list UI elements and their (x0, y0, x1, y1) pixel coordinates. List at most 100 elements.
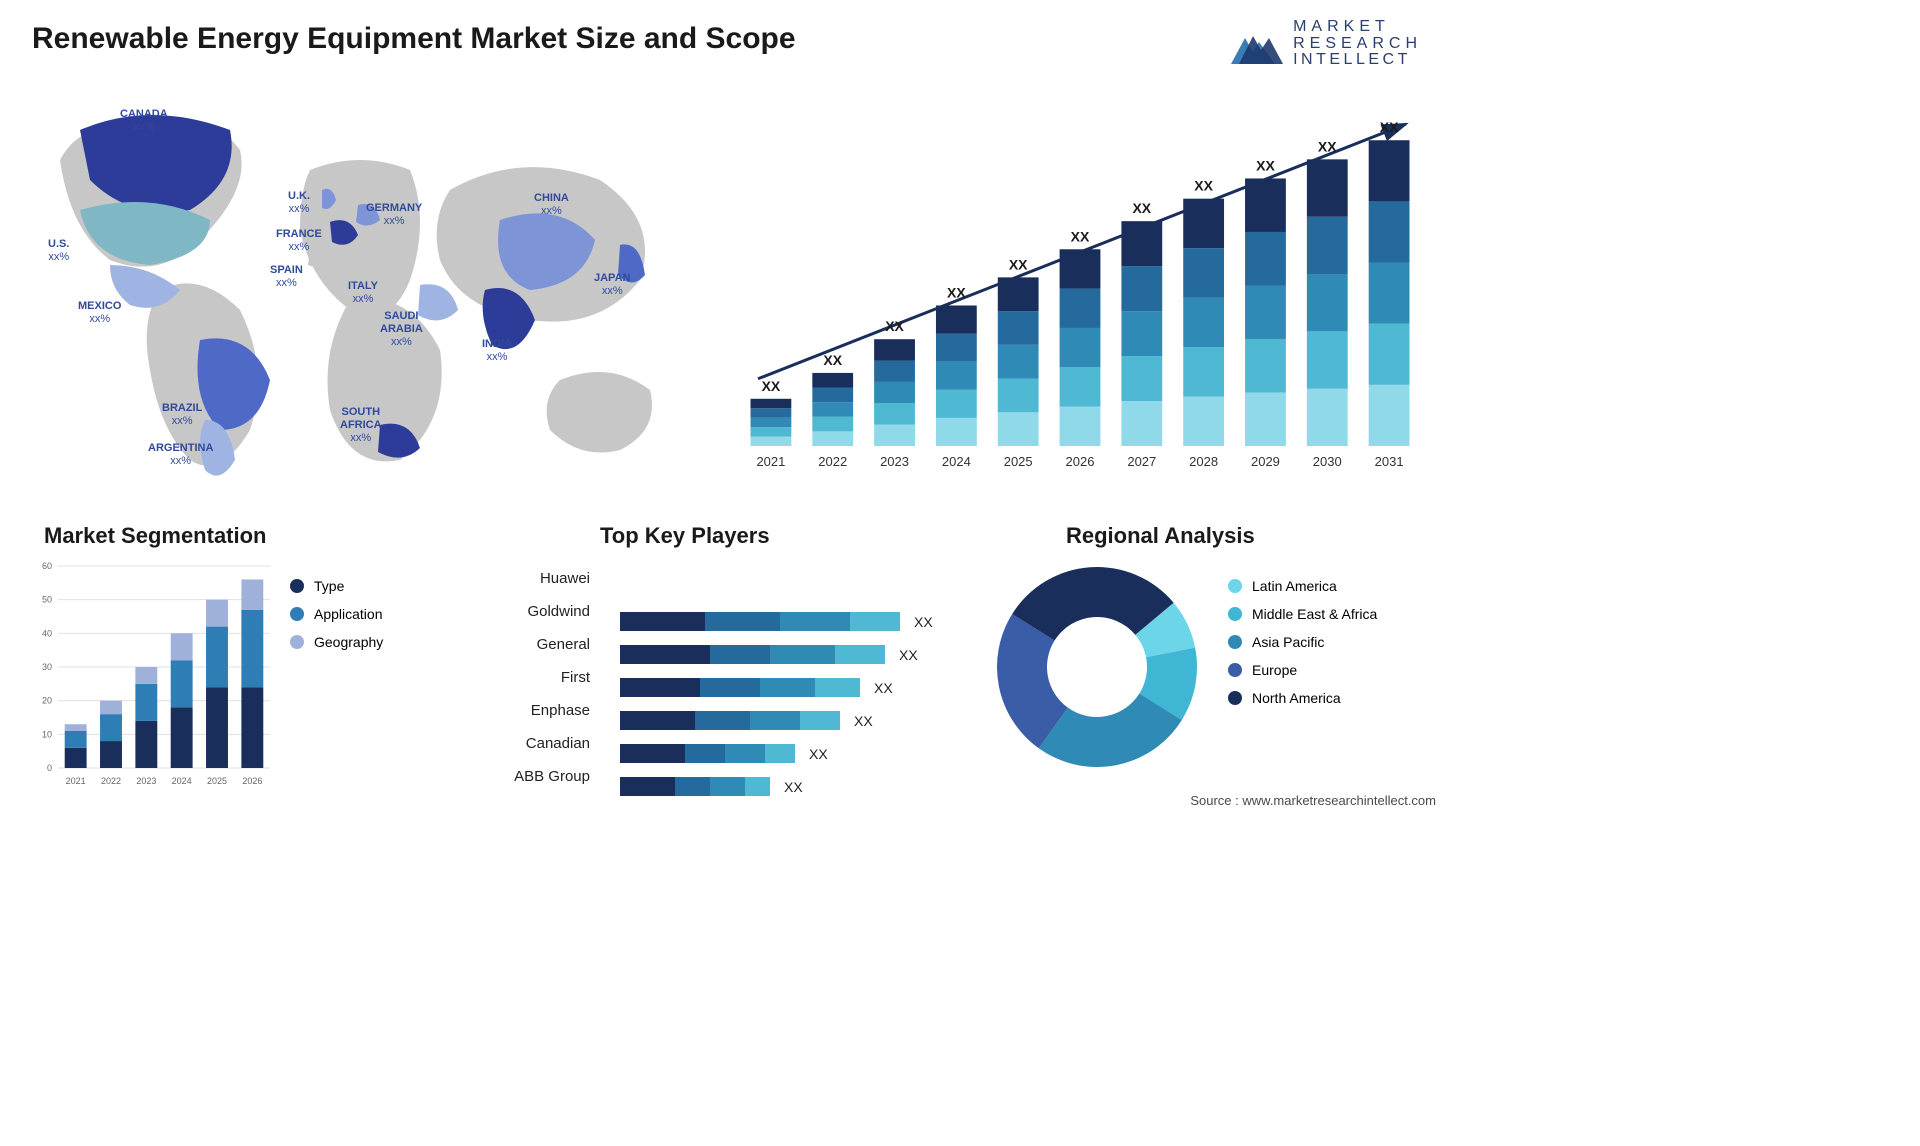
legend-item: North America (1228, 690, 1377, 706)
svg-text:50: 50 (42, 595, 52, 605)
legend-dot-icon (1228, 635, 1242, 649)
main-forecast-chart: XX2021XX2022XX2023XX2024XX2025XX2026XX20… (740, 100, 1420, 480)
svg-text:2023: 2023 (136, 776, 156, 786)
country-label: CANADAxx% (120, 108, 168, 134)
svg-text:60: 60 (42, 561, 52, 571)
logo-line3: INTELLECT (1293, 52, 1422, 69)
player-name: First (470, 661, 590, 694)
legend-item: Type (290, 578, 383, 594)
svg-text:XX: XX (1071, 228, 1090, 244)
svg-text:0: 0 (47, 763, 52, 773)
player-bar-row (620, 572, 960, 605)
svg-text:40: 40 (42, 628, 52, 638)
legend-item: Asia Pacific (1228, 634, 1377, 650)
country-label: JAPANxx% (594, 272, 630, 298)
player-value: XX (854, 713, 873, 729)
player-bar-row: XX (620, 671, 960, 704)
svg-text:2030: 2030 (1313, 454, 1342, 469)
svg-text:2029: 2029 (1251, 454, 1280, 469)
world-map: CANADAxx% U.S.xx% MEXICOxx% BRAZILxx% ARGENT… (40, 90, 700, 490)
svg-text:2028: 2028 (1189, 454, 1218, 469)
svg-text:2031: 2031 (1375, 454, 1404, 469)
logo-mark-icon (1229, 18, 1285, 70)
legend-label: Middle East & Africa (1252, 606, 1377, 622)
svg-text:2021: 2021 (66, 776, 86, 786)
svg-text:XX: XX (823, 352, 842, 368)
country-label: ARGENTINAxx% (148, 442, 213, 468)
legend-item: Geography (290, 634, 383, 650)
svg-text:30: 30 (42, 662, 52, 672)
player-bar-row: XX (620, 605, 960, 638)
regional-donut (992, 562, 1202, 772)
svg-text:2022: 2022 (818, 454, 847, 469)
player-value: XX (914, 614, 933, 630)
svg-text:20: 20 (42, 696, 52, 706)
player-name: Enphase (470, 694, 590, 727)
legend-item: Latin America (1228, 578, 1377, 594)
player-name: ABB Group (470, 760, 590, 793)
country-label: FRANCExx% (276, 228, 322, 254)
player-bar (620, 612, 900, 631)
player-bar (620, 777, 770, 796)
svg-text:2021: 2021 (756, 454, 785, 469)
country-label: GERMANYxx% (366, 202, 422, 228)
page-title: Renewable Energy Equipment Market Size a… (32, 22, 796, 56)
svg-text:XX: XX (762, 378, 781, 394)
legend-item: Application (290, 606, 383, 622)
legend-dot-icon (1228, 579, 1242, 593)
country-label: U.S.xx% (48, 238, 69, 264)
country-label: BRAZILxx% (162, 402, 202, 428)
legend-item: Middle East & Africa (1228, 606, 1377, 622)
player-bar-row: XX (620, 704, 960, 737)
svg-text:XX: XX (1194, 178, 1213, 194)
regional-title: Regional Analysis (1066, 523, 1255, 549)
regional-donut-svg (992, 562, 1202, 772)
key-players-bars: XX XX XX XX XX XX (620, 572, 960, 803)
svg-text:2026: 2026 (242, 776, 262, 786)
svg-text:2025: 2025 (1004, 454, 1033, 469)
segmentation-title: Market Segmentation (44, 523, 267, 549)
key-players-title: Top Key Players (600, 523, 770, 549)
svg-text:2027: 2027 (1127, 454, 1156, 469)
svg-text:XX: XX (1009, 256, 1028, 272)
player-name: Canadian (470, 727, 590, 760)
svg-text:XX: XX (1380, 119, 1399, 135)
player-bar-row: XX (620, 737, 960, 770)
svg-text:2023: 2023 (880, 454, 909, 469)
svg-text:XX: XX (1132, 200, 1151, 216)
legend-label: Latin America (1252, 578, 1337, 594)
svg-text:XX: XX (947, 284, 966, 300)
legend-dot-icon (1228, 607, 1242, 621)
svg-text:2022: 2022 (101, 776, 121, 786)
legend-dot-icon (1228, 663, 1242, 677)
country-label: SPAINxx% (270, 264, 303, 290)
segmentation-legend: Type Application Geography (290, 578, 383, 662)
svg-text:XX: XX (885, 318, 904, 334)
player-name: General (470, 628, 590, 661)
player-name: Huawei (470, 562, 590, 595)
player-bar-row: XX (620, 638, 960, 671)
svg-text:2024: 2024 (172, 776, 192, 786)
segmentation-chart-svg: 0102030405060202120222023202420252026 (34, 560, 274, 790)
legend-label: North America (1252, 690, 1341, 706)
legend-label: Geography (314, 634, 383, 650)
player-value: XX (784, 779, 803, 795)
logo-line2: RESEARCH (1293, 36, 1422, 53)
country-label: U.K.xx% (288, 190, 310, 216)
player-value: XX (874, 680, 893, 696)
legend-dot-icon (1228, 691, 1242, 705)
key-players-list: HuaweiGoldwindGeneralFirstEnphaseCanadia… (470, 562, 590, 793)
segmentation-chart: 0102030405060202120222023202420252026 (34, 560, 274, 790)
player-value: XX (899, 647, 918, 663)
svg-text:XX: XX (1318, 138, 1337, 154)
legend-label: Application (314, 606, 383, 622)
svg-text:2026: 2026 (1066, 454, 1095, 469)
legend-dot-icon (290, 635, 304, 649)
country-label: SOUTHAFRICAxx% (340, 406, 382, 446)
player-name: Goldwind (470, 595, 590, 628)
country-label: ITALYxx% (348, 280, 378, 306)
player-bar (620, 645, 885, 664)
player-bar (620, 711, 840, 730)
player-bar (620, 744, 795, 763)
country-label: MEXICOxx% (78, 300, 121, 326)
